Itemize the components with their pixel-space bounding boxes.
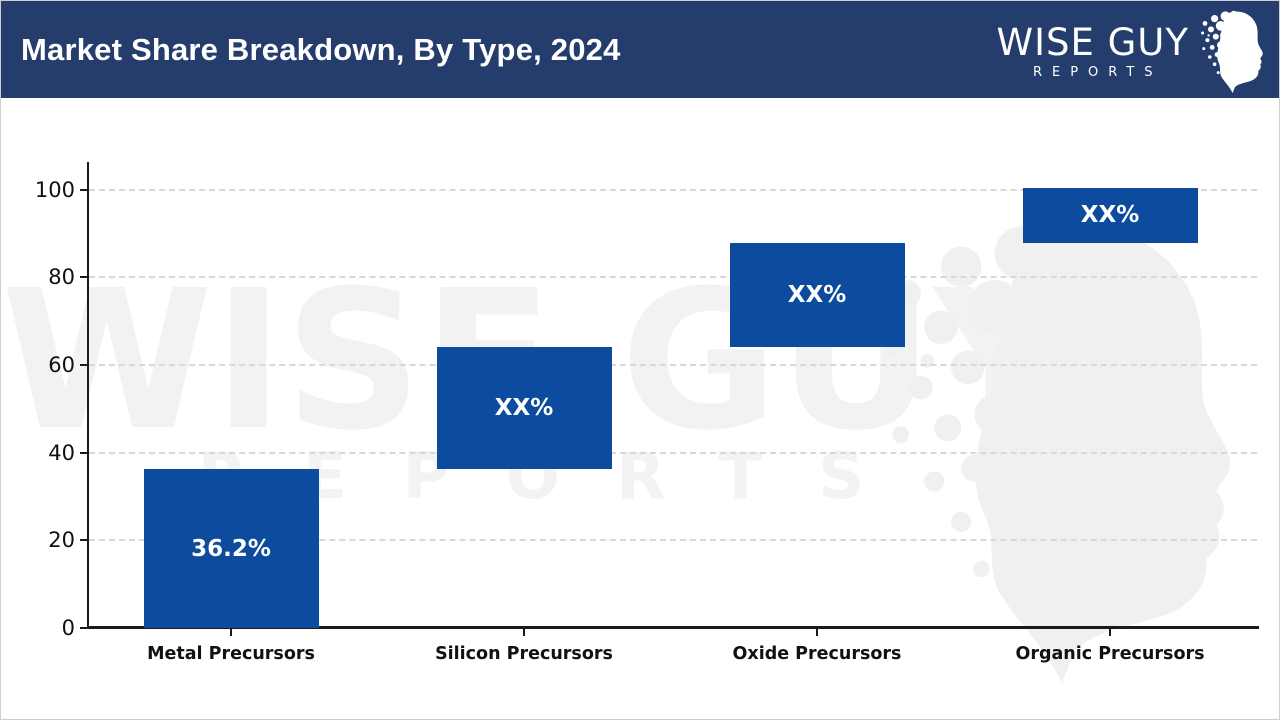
bar-oxide-precursors: XX% — [729, 242, 905, 347]
y-tick-label: 100 — [34, 177, 75, 202]
x-axis-tick — [523, 629, 525, 636]
y-axis-tick — [80, 451, 89, 454]
chart-area: WISE GUY REPORTS 0 20 40 60 80 100 36.2% Metal … — [1, 98, 1279, 719]
y-axis-tick — [80, 276, 89, 279]
page-title: Market Share Breakdown, By Type, 2024 — [21, 31, 621, 67]
y-axis-tick — [80, 188, 89, 191]
x-axis-line — [87, 626, 1259, 629]
y-tick-label: 80 — [48, 265, 75, 290]
y-axis-tick — [80, 627, 89, 629]
y-axis-tick — [80, 539, 89, 542]
logo-subtext: REPORTS — [1032, 65, 1163, 81]
dotted-head-icon — [1201, 10, 1263, 93]
gridline-20 — [89, 539, 1257, 542]
logo-text: WISE GUY REPORTS — [996, 20, 1189, 81]
wise-guy-reports-logo: WISE GUY REPORTS — [997, 9, 1273, 93]
y-tick-label: 20 — [48, 528, 75, 553]
gridline-40 — [89, 451, 1257, 454]
gridline-100 — [89, 188, 1257, 191]
x-axis-tick — [1109, 629, 1111, 636]
bar-organic-precursors: XX% — [1022, 187, 1198, 243]
gridline-60 — [89, 363, 1257, 366]
y-axis-line — [87, 162, 89, 629]
x-category-label: Organic Precursors — [1015, 644, 1205, 664]
y-tick-label: 40 — [48, 440, 75, 465]
bar-silicon-precursors: XX% — [436, 346, 612, 470]
x-axis-tick — [230, 629, 232, 636]
bar-value-label: XX% — [1080, 202, 1140, 229]
x-category-label: Metal Precursors — [147, 644, 315, 664]
bar-value-label: 36.2% — [191, 535, 271, 562]
x-category-label: Oxide Precursors — [732, 644, 902, 664]
gridline-80 — [89, 276, 1257, 279]
plot-region: 0 20 40 60 80 100 36.2% Metal Precursors XX% Sili… — [1, 98, 1279, 719]
header: Market Share Breakdown, By Type, 2024 WI… — [1, 1, 1279, 98]
y-tick-label: 0 — [61, 616, 75, 640]
bar-value-label: XX% — [494, 395, 554, 422]
x-category-label: Silicon Precursors — [435, 644, 613, 664]
bar-value-label: XX% — [787, 281, 847, 308]
y-axis-tick — [80, 363, 89, 366]
x-axis-tick — [816, 629, 818, 636]
y-tick-label: 60 — [48, 352, 75, 377]
bar-metal-precursors: 36.2% — [143, 469, 319, 628]
logo-wordmark: WISE GUY — [996, 20, 1189, 64]
